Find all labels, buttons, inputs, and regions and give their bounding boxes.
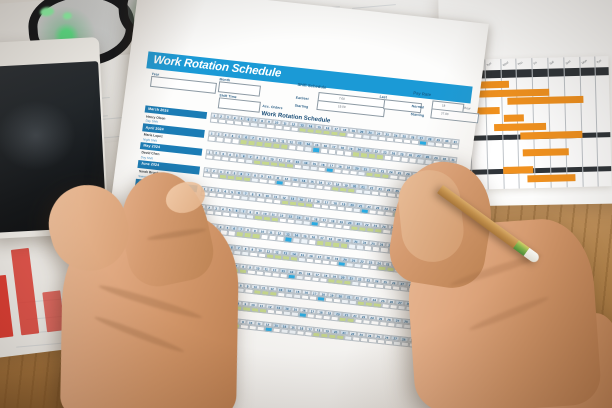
left-hand [39, 164, 296, 408]
gantt-bar [522, 148, 569, 157]
gantt-bar [494, 122, 547, 132]
red-chart-bar [0, 274, 14, 339]
row-month-label-text: April 2024 [145, 125, 165, 132]
shift-value-0: 7:00 [338, 96, 346, 101]
row-month-label-text: June 2024 [140, 161, 160, 168]
gantt-bar [503, 114, 524, 123]
pay-value-0: 18 [441, 103, 446, 108]
gantt-bar [477, 88, 550, 98]
pay-unit: /hour [463, 105, 471, 111]
gantt-bar [507, 96, 584, 106]
red-chart-bar [10, 247, 40, 336]
row-month-label-text: May 2024 [143, 143, 161, 150]
shift-value-1: 15:00 [337, 104, 346, 110]
right-hand [384, 155, 612, 408]
row-month-label-text: March 2024 [147, 107, 169, 114]
day-value-cell[interactable] [450, 143, 460, 150]
pay-value-1: 27.00 [440, 111, 449, 117]
